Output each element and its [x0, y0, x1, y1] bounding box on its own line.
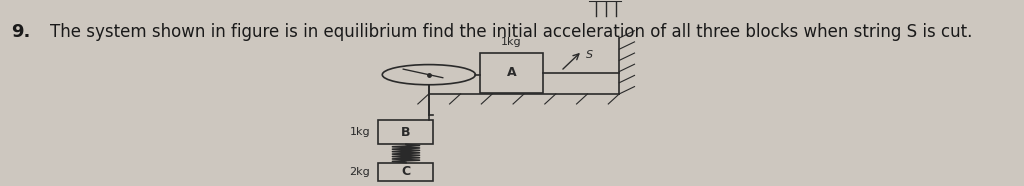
- Text: B: B: [401, 126, 411, 139]
- Bar: [379, 121, 433, 144]
- Text: 9.: 9.: [11, 23, 31, 41]
- Text: The system shown in figure is in equilibrium find the initial acceleration of al: The system shown in figure is in equilib…: [50, 23, 973, 41]
- Text: A: A: [507, 66, 516, 79]
- Bar: [479, 53, 543, 93]
- Text: S: S: [587, 49, 593, 60]
- Text: 2kg: 2kg: [349, 167, 370, 177]
- Text: 1kg: 1kg: [349, 127, 370, 137]
- Bar: [379, 163, 433, 181]
- Text: C: C: [401, 165, 411, 178]
- Text: 1kg: 1kg: [501, 37, 521, 47]
